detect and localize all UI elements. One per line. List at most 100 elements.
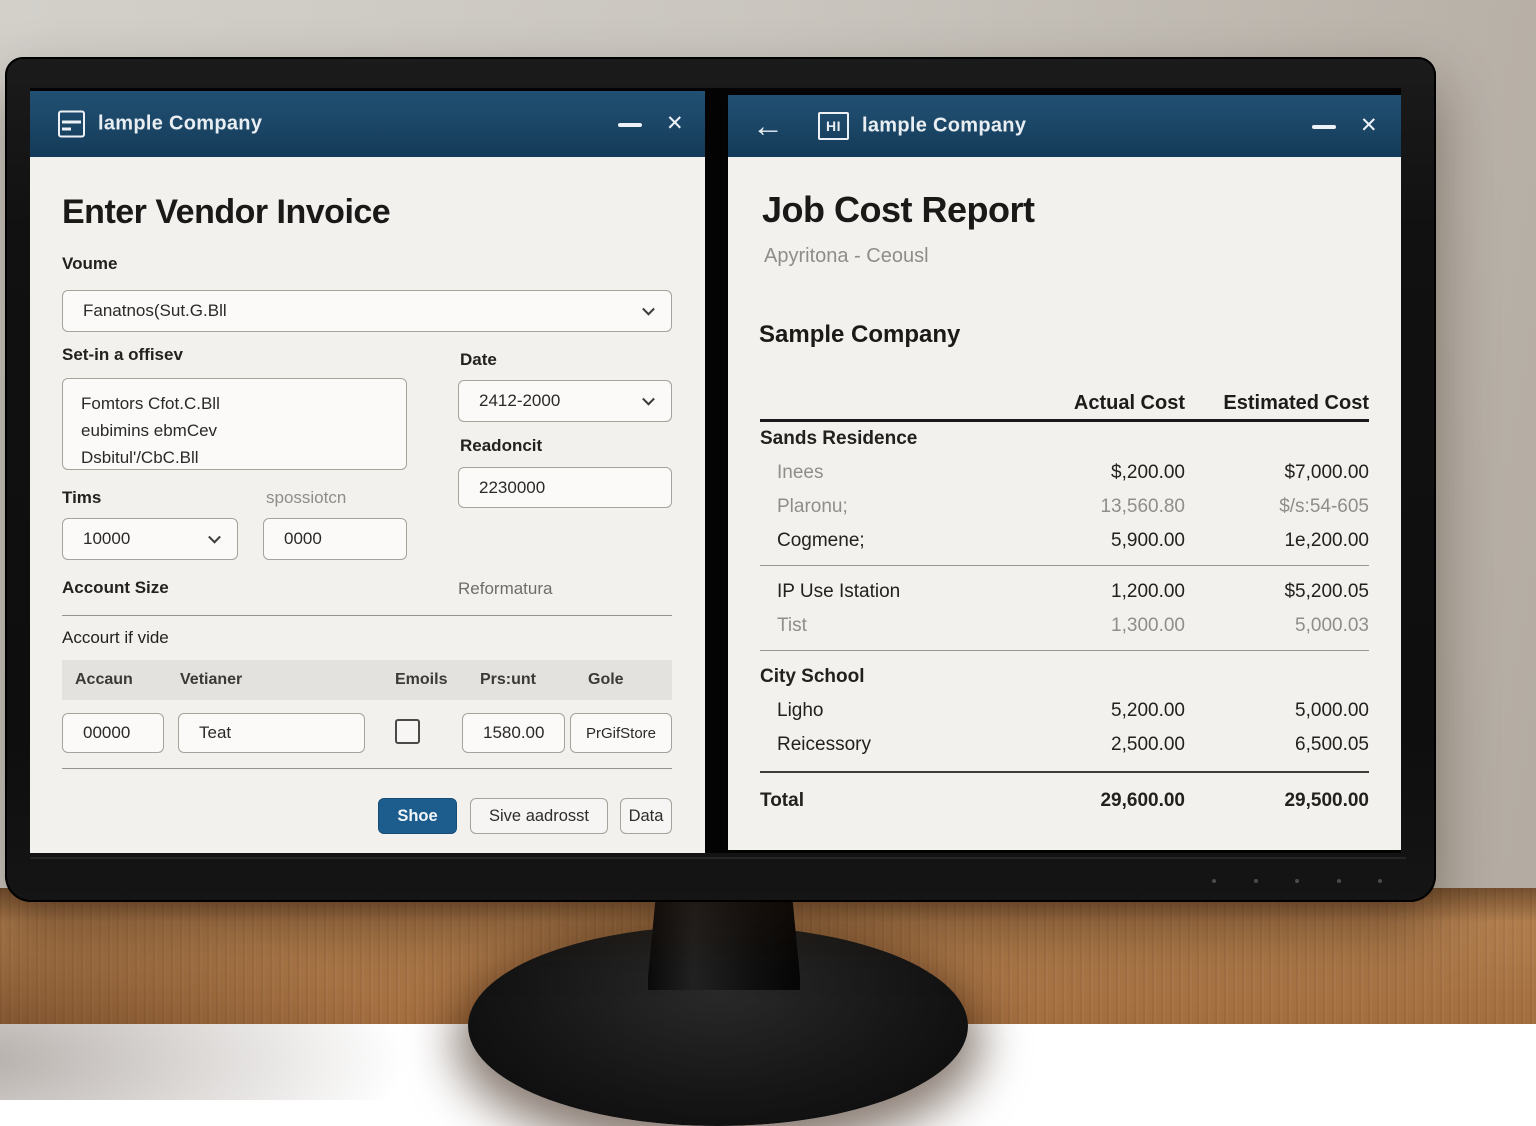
- account-subsection-label: Accourt if vide: [62, 628, 169, 648]
- address-field-label: Set-in a offisev: [62, 345, 183, 365]
- report-estimated-value: $5,200.05: [1185, 581, 1369, 603]
- account-size-label: Account Size: [62, 578, 169, 598]
- app-title: lample Company: [98, 113, 262, 136]
- bezel-indicator-dot: [1254, 879, 1258, 883]
- save-address-button-label: Sive aadrosst: [489, 807, 589, 826]
- page-title: Job Cost Report: [762, 189, 1035, 231]
- report-actual-value: 1,300.00: [1025, 615, 1185, 637]
- data-button-label: Data: [629, 807, 664, 826]
- date-field-label: Date: [460, 350, 497, 370]
- monitor-stand-neck: [648, 898, 800, 990]
- page-title: Enter Vendor Invoice: [62, 193, 390, 232]
- report-actual-value: $,200.00: [1025, 462, 1185, 484]
- monitor-bezel: lample Company ✕ Enter Vendor Invoice Vo…: [5, 57, 1436, 902]
- terms-field-label: Tims: [62, 488, 101, 508]
- divider: [62, 768, 672, 769]
- terms-select[interactable]: 10000: [62, 518, 238, 560]
- divider: [62, 615, 672, 616]
- actual-cost-header: Actual Cost: [1025, 392, 1185, 415]
- vendor-name-input[interactable]: Teat: [178, 713, 365, 753]
- close-button[interactable]: ✕: [1360, 115, 1378, 136]
- report-estimated-value: 5,000.03: [1185, 615, 1369, 637]
- address-line: Dsbitul'/CbC.Bll: [81, 444, 388, 471]
- chevron-down-icon: [642, 393, 655, 406]
- minimize-button[interactable]: [618, 116, 644, 132]
- report-subtitle: Apyritona - Ceousl: [764, 245, 929, 268]
- back-arrow-icon[interactable]: ←: [752, 109, 784, 141]
- emails-checkbox[interactable]: [395, 719, 420, 744]
- column-header: Accaun: [75, 671, 133, 689]
- reference-field-label: Readoncit: [460, 436, 542, 456]
- bezel-indicator-dot: [1378, 879, 1382, 883]
- vendor-select[interactable]: Fanatnos(Sut.G.Bll: [62, 290, 672, 332]
- close-button[interactable]: ✕: [666, 113, 684, 134]
- amount-input[interactable]: 1580.00: [462, 713, 565, 753]
- vendor-field-label: Voume: [62, 254, 117, 274]
- report-actual-value: 1,200.00: [1025, 581, 1185, 603]
- report-row-label: Tist: [760, 615, 1025, 637]
- account-number-input[interactable]: 00000: [62, 713, 164, 753]
- report-row: Inees$,200.00$7,000.00: [760, 456, 1369, 490]
- estimated-cost-header: Estimated Cost: [1185, 392, 1369, 415]
- column-header: Emoils: [395, 671, 447, 689]
- address-textarea[interactable]: Fomtors Cfot.C.Bll eubimins ebmCev Dsbit…: [62, 378, 407, 470]
- line-items-header: Accaun Vetianer Emoils Prs:unt Gole: [62, 660, 672, 700]
- position-input[interactable]: 0000: [263, 518, 407, 560]
- report-body-area: Job Cost Report Apyritona - Ceousl Sampl…: [728, 157, 1401, 850]
- report-row-label: IP Use Istation: [760, 581, 1025, 603]
- store-button[interactable]: PrGifStore: [570, 713, 672, 753]
- minimize-button[interactable]: [1312, 118, 1338, 134]
- job-cost-report-window: ← HI lample Company ✕ Job Cost Report Ap…: [728, 95, 1401, 850]
- column-header: Prs:unt: [480, 671, 536, 689]
- report-divider: [760, 650, 1369, 651]
- terms-select-value: 10000: [83, 529, 130, 549]
- report-row-label: Ligho: [760, 700, 1025, 722]
- save-button-label: Shoe: [397, 807, 437, 826]
- report-estimated-value: $7,000.00: [1185, 462, 1369, 484]
- date-select-value: 2412-2000: [479, 391, 560, 411]
- chevron-down-icon: [642, 303, 655, 316]
- store-button-label: PrGifStore: [586, 725, 656, 742]
- report-row-label: Total: [760, 790, 1025, 812]
- report-row-label: Inees: [760, 462, 1025, 484]
- chevron-down-icon: [208, 531, 221, 544]
- report-estimated-value: $/s:54-605: [1185, 496, 1369, 518]
- address-line: eubimins ebmCev: [81, 417, 388, 444]
- vendor-name-value: Teat: [199, 723, 231, 743]
- save-button[interactable]: Shoe: [378, 798, 457, 834]
- monitor-screen: lample Company ✕ Enter Vendor Invoice Vo…: [30, 88, 1401, 853]
- position-input-value: 0000: [284, 529, 322, 549]
- position-field-label: spossiotcn: [266, 488, 346, 508]
- report-actual-value: 2,500.00: [1025, 734, 1185, 756]
- report-estimated-value: 5,000.00: [1185, 700, 1369, 722]
- save-address-button[interactable]: Sive aadrosst: [470, 798, 608, 834]
- bezel-indicator-dot: [1337, 879, 1341, 883]
- titlebar[interactable]: lample Company ✕: [30, 91, 705, 157]
- ledger-icon: [58, 111, 85, 138]
- date-select[interactable]: 2412-2000: [458, 380, 672, 422]
- report-row: City School: [760, 660, 1369, 694]
- report-actual-value: 29,600.00: [1025, 790, 1185, 812]
- reference-input[interactable]: 2230000: [458, 467, 672, 508]
- bezel-indicator-dot: [1295, 879, 1299, 883]
- column-header: Gole: [588, 671, 624, 689]
- company-name: Sample Company: [759, 321, 960, 349]
- invoice-form-body: Enter Vendor Invoice Voume Fanatnos(Sut.…: [30, 157, 705, 853]
- address-line: Fomtors Cfot.C.Bll: [81, 390, 388, 417]
- data-button[interactable]: Data: [620, 798, 672, 834]
- job-cost-table: Actual Cost Estimated Cost Sands Residen…: [760, 383, 1369, 818]
- report-row-label: Reicessory: [760, 734, 1025, 756]
- reference-input-value: 2230000: [479, 478, 545, 498]
- report-actual-value: 5,900.00: [1025, 530, 1185, 552]
- report-row: Sands Residence: [760, 422, 1369, 456]
- reformatura-label: Reformatura: [458, 579, 552, 599]
- titlebar[interactable]: ← HI lample Company ✕: [728, 95, 1401, 157]
- report-actual-value: 5,200.00: [1025, 700, 1185, 722]
